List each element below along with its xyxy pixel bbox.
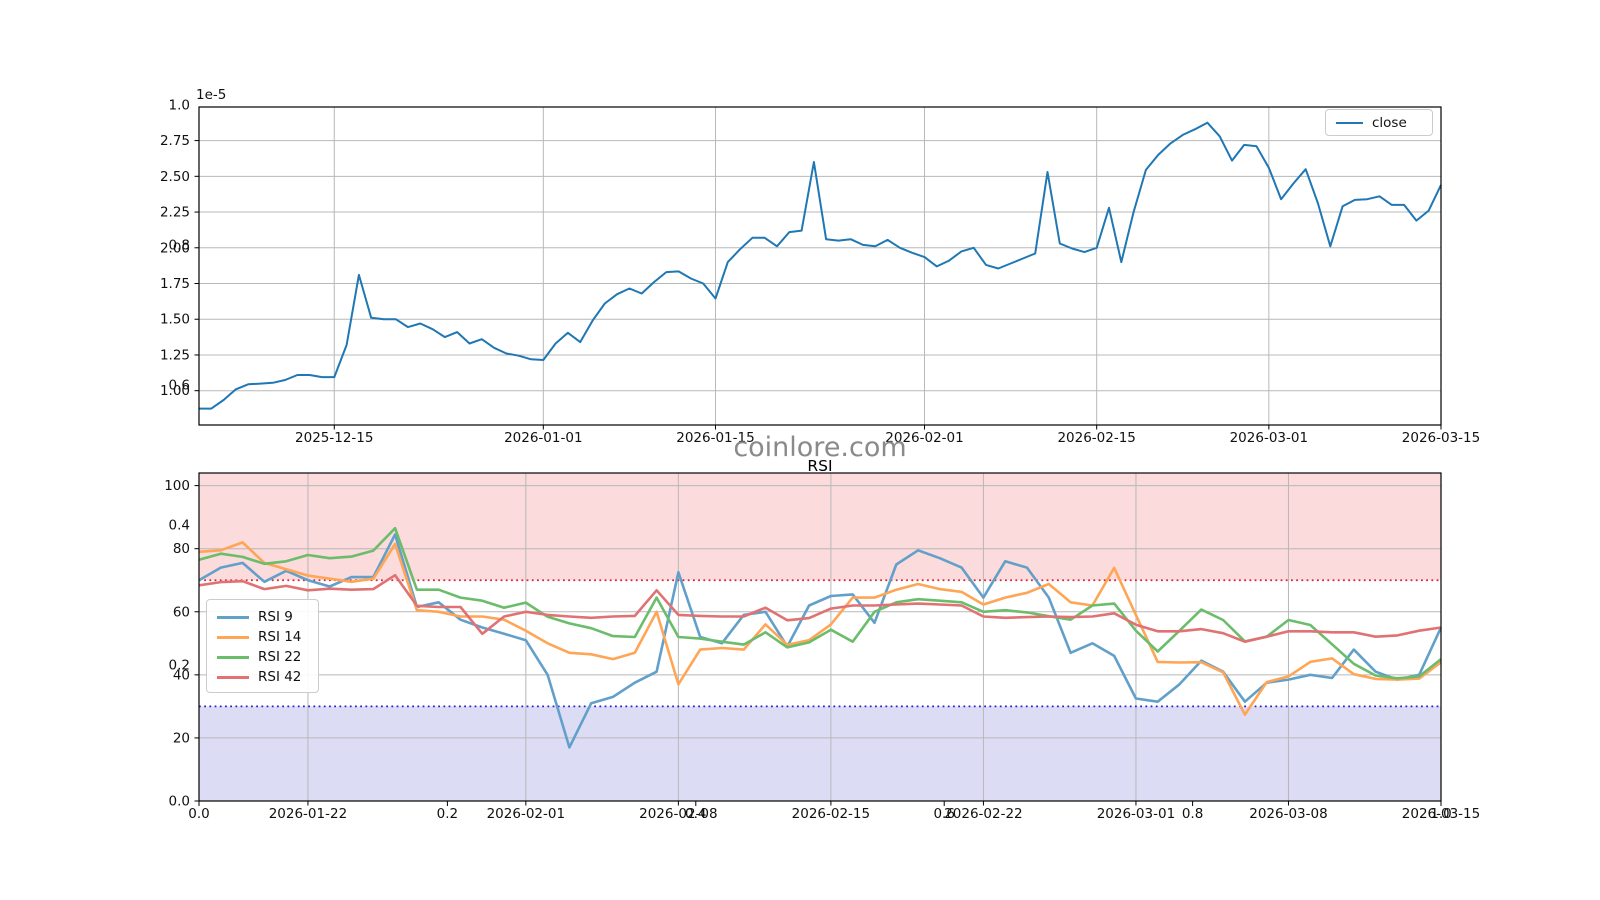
- rsi-legend-label: RSI 14: [258, 629, 302, 645]
- price-x-tick-label: 2026-02-01: [885, 430, 963, 446]
- rsi-14-line: [198, 541, 1442, 716]
- rsi-x-tick-label: 2026-02-15: [792, 806, 870, 822]
- rsi-9-sample-icon: [217, 615, 249, 619]
- hidden-y-tick-label: 1.0: [169, 98, 190, 114]
- price-x-tick-label: 2026-01-15: [676, 430, 754, 446]
- price-y-tick-label: 2.75: [160, 133, 190, 149]
- rsi-y-tick-label: 80: [173, 541, 190, 557]
- price-y-tick-label: 2.00: [160, 240, 190, 256]
- rsi-14-sample-icon: [217, 635, 249, 639]
- price-y-tick-label: 1.75: [160, 276, 190, 292]
- rsi-legend-label: RSI 22: [258, 649, 302, 665]
- rsi-22-sample-icon: [217, 655, 249, 659]
- rsi-legend: RSI 9 RSI 14 RSI 22 RSI 42: [206, 599, 319, 693]
- price-x-tick-label: 2026-03-01: [1230, 430, 1308, 446]
- price-x-tick-label: 2025-12-15: [295, 430, 373, 446]
- hidden-x-tick-label: 0.4: [685, 806, 706, 822]
- price-x-tick-label: 2026-02-15: [1057, 430, 1135, 446]
- rsi-x-tick-label: 2026-01-22: [269, 806, 347, 822]
- close-line: [199, 121, 1442, 410]
- hidden-x-tick-label: 0.2: [437, 806, 458, 822]
- hidden-x-tick-label: 1.0: [1430, 806, 1451, 822]
- price-x-tick-label: 2026-01-01: [504, 430, 582, 446]
- close-legend-label: close: [1372, 114, 1407, 131]
- rsi-x-tick-label: 2026-02-22: [944, 806, 1022, 822]
- rsi-legend-label: RSI 42: [258, 669, 302, 685]
- hidden-x-tick-label: 0.6: [933, 806, 954, 822]
- rsi-42-sample-icon: [217, 675, 249, 679]
- hidden-x-tick-label: 0.8: [1182, 806, 1203, 822]
- price-y-tick-label: 2.25: [160, 205, 190, 221]
- rsi-x-tick-label: 2026-03-15: [1402, 806, 1480, 822]
- overbought-band: [199, 473, 1441, 581]
- rsi-panel-title: RSI: [807, 457, 833, 475]
- price-x-tick-label: 2026-03-15: [1402, 430, 1480, 446]
- rsi-y-tick-label: 20: [173, 730, 190, 746]
- price-y-tick-label: 2.50: [160, 169, 190, 185]
- price-y-tick-label: 1.50: [160, 312, 190, 328]
- rsi-y-tick-label: 100: [164, 478, 190, 494]
- rsi-axes-frame: [198, 472, 1442, 802]
- rsi-legend-entry: RSI 14: [207, 627, 318, 647]
- hidden-y-tick-label: 0.4: [169, 518, 190, 534]
- price-legend: close: [1325, 109, 1433, 136]
- hidden-y-tick-label: 0.2: [169, 658, 190, 674]
- rsi-legend-entry: RSI 42: [207, 667, 318, 687]
- rsi-legend-entry: RSI 9: [207, 607, 318, 627]
- price-y-tick-label: 1.00: [160, 383, 190, 399]
- rsi-y-tick-label: 40: [173, 667, 190, 683]
- rsi-x-tick-label: 2026-02-01: [487, 806, 565, 822]
- hidden-y-tick-label: 0.6: [169, 378, 190, 394]
- hidden-x-tick-label: 0.0: [188, 806, 209, 822]
- rsi-y-tick-label: 60: [173, 604, 190, 620]
- price-y-offset-label: 1e-5: [196, 87, 226, 103]
- close-line-sample-icon: [1336, 121, 1363, 124]
- rsi-9-line: [198, 533, 1443, 749]
- rsi-42-line: [198, 573, 1442, 644]
- price-y-tick-label: 1.25: [160, 347, 190, 363]
- rsi-x-tick-label: 2026-03-01: [1097, 806, 1175, 822]
- oversold-band: [199, 706, 1441, 801]
- rsi-22-line: [198, 526, 1442, 680]
- rsi-x-tick-label: 2026-03-08: [1249, 806, 1327, 822]
- hidden-y-tick-label: 0.8: [169, 238, 190, 254]
- rsi-x-tick-label: 2026-02-08: [639, 806, 717, 822]
- rsi-y-tick-label: 0.0: [169, 794, 190, 810]
- watermark: coinlore.com: [733, 432, 907, 463]
- rsi-legend-entry: RSI 22: [207, 647, 318, 667]
- rsi-legend-label: RSI 9: [258, 609, 293, 625]
- price-axes-frame: [198, 106, 1442, 426]
